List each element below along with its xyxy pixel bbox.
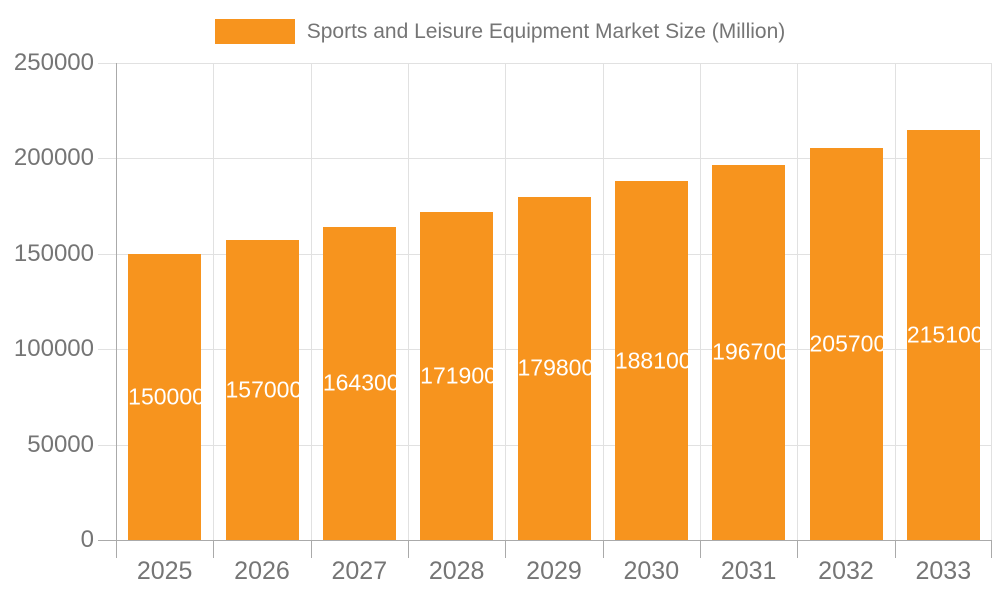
x-gridline <box>505 63 507 540</box>
bar-2031: 196700 <box>712 164 786 540</box>
bar-2027: 164300 <box>322 226 396 540</box>
x-gridline <box>408 63 409 540</box>
bar-value-label: 179800 <box>517 354 591 381</box>
y-gridline <box>116 158 992 160</box>
y-axis-label: 250000 <box>13 49 94 76</box>
bar-2032: 205700 <box>809 147 883 540</box>
x-axis-tick <box>116 540 117 558</box>
bar-value-label: 171900 <box>420 362 494 389</box>
x-gridline <box>894 63 896 540</box>
x-gridline <box>991 63 992 540</box>
x-axis-tick <box>408 540 409 558</box>
y-axis-tick <box>98 444 116 446</box>
bar-2028: 171900 <box>420 212 494 540</box>
bar-value-label: 164300 <box>322 369 396 396</box>
x-axis-tick <box>797 540 799 558</box>
x-gridline <box>310 63 312 540</box>
bar-value-label: 188100 <box>614 347 688 374</box>
legend-swatch <box>214 19 295 44</box>
plot-area: 0 50000 100000 150000 200000 250000 150000 2025… <box>14 49 992 585</box>
bar-value-label: 205700 <box>809 330 883 357</box>
bar-2033: 215100 <box>906 129 980 540</box>
x-axis-label: 2028 <box>428 557 485 585</box>
y-axis-tick <box>98 158 116 160</box>
y-axis-label: 0 <box>80 526 94 553</box>
x-axis-line <box>116 540 992 541</box>
x-axis-label: 2026 <box>234 557 290 585</box>
bar-2029: 179800 <box>517 196 591 540</box>
x-axis-label: 2033 <box>915 557 972 585</box>
x-axis-label: 2032 <box>818 557 874 585</box>
x-axis-tick <box>310 540 312 558</box>
x-gridline <box>602 63 604 540</box>
bar-2030: 188100 <box>614 181 688 540</box>
x-axis-tick <box>213 540 215 558</box>
x-gridline <box>797 63 799 540</box>
y-axis-label: 200000 <box>13 144 94 172</box>
bar-2025: 150000 <box>128 253 202 540</box>
x-axis-tick <box>894 540 896 558</box>
y-axis-tick <box>98 63 116 64</box>
bar-value-label: 157000 <box>225 376 299 403</box>
legend-label: Sports and Leisure Equipment Market Size… <box>306 19 786 43</box>
bar-value-label: 150000 <box>128 383 202 410</box>
bar-value-label: 196700 <box>712 338 786 365</box>
y-gridline <box>116 63 992 64</box>
y-axis-line <box>116 63 117 540</box>
x-axis-label: 2025 <box>136 557 193 585</box>
x-axis-tick <box>602 540 604 558</box>
y-axis-label: 100000 <box>13 335 94 363</box>
bar-value-label: 215100 <box>906 321 980 348</box>
legend: Sports and Leisure Equipment Market Size… <box>0 19 1000 44</box>
x-axis-tick <box>505 540 507 558</box>
x-axis-label: 2027 <box>331 557 388 585</box>
bar-2026: 157000 <box>225 240 299 540</box>
x-axis-label: 2030 <box>623 557 680 585</box>
y-axis-tick <box>98 349 116 351</box>
x-gridline <box>700 63 701 540</box>
x-axis-tick <box>991 540 992 558</box>
y-axis-tick <box>98 253 116 255</box>
x-axis-tick <box>700 540 701 558</box>
x-axis-label: 2029 <box>526 557 582 585</box>
y-axis-label: 150000 <box>13 239 94 267</box>
y-axis-tick <box>98 540 116 541</box>
y-axis-label: 50000 <box>27 430 94 458</box>
x-axis-label: 2031 <box>720 557 777 585</box>
x-gridline <box>213 63 215 540</box>
